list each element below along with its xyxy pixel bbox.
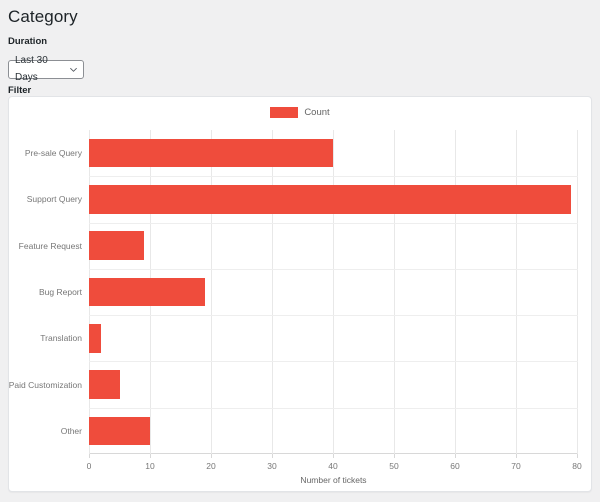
gridline-horizontal [89,269,578,270]
gridline-horizontal [89,223,578,224]
gridline-vertical [333,130,334,454]
x-tick-label: 30 [267,461,277,471]
bar[interactable] [89,138,333,168]
x-tick-label: 50 [389,461,399,471]
gridline-vertical [455,130,456,454]
x-tick-label: 10 [145,461,155,471]
duration-select-value: Last 30 Days [15,55,48,83]
bar[interactable] [89,416,150,446]
bar-chart-plot: Number of tickets 0 10 20 30 40 50 60 70 80 Pre-s… [9,130,582,485]
x-tick-mark [211,454,212,458]
gridline-horizontal [89,361,578,362]
bar-row: Support Query [27,185,578,214]
gridline-horizontal [89,315,578,316]
x-tick-mark [577,454,578,458]
category-label: Support Query [26,194,82,205]
x-tick-label: 70 [511,461,521,471]
category-label: Feature Request [18,240,82,251]
x-tick-mark [89,454,90,458]
category-label: Other [60,425,82,436]
x-tick-mark [455,454,456,458]
bar[interactable] [89,323,102,353]
x-tick-label: 80 [572,461,582,471]
chevron-down-icon [70,67,77,72]
x-tick-label: 40 [328,461,338,471]
category-label: Paid Customization [8,379,82,390]
gridline-vertical [394,130,395,454]
bar-row: Feature Request [19,231,578,261]
x-tick-mark [333,454,334,458]
duration-field-group: Duration Last 30 Days [8,35,600,83]
x-tick-label: 20 [206,461,216,471]
legend-label-count: Count [304,107,330,118]
gridline-horizontal [89,408,578,409]
filter-label: Filter [8,84,32,96]
bar[interactable] [89,277,205,307]
bar-row: Pre-sale Query [25,138,578,168]
bar[interactable] [89,185,571,214]
x-tick-label: 0 [86,461,92,471]
duration-label: Duration [8,36,48,47]
x-tick-mark [272,454,273,458]
chart-legend: Count [9,107,591,118]
category-label: Bug Report [39,286,82,297]
gridline-horizontal [89,176,578,177]
gridline-vertical [211,130,212,454]
gridline-vertical [577,130,578,454]
bar-row: Translation [40,323,578,353]
category-label: Translation [40,333,82,344]
bar[interactable] [89,370,120,399]
x-tick-mark [150,454,151,458]
bar-row: Other [61,416,578,446]
legend-swatch-count [270,107,299,118]
chart-card: Count Number of tickets 0 10 20 30 40 50 60 70 8… [8,96,592,492]
page-title: Category [8,7,78,26]
x-tick-mark [394,454,395,458]
category-label: Pre-sale Query [24,148,82,159]
x-axis-title: Number of tickets [300,475,367,485]
bar[interactable] [89,231,144,261]
gridline-vertical [516,130,517,454]
duration-select[interactable]: Last 30 Days [8,55,84,83]
x-tick-label: 60 [450,461,460,471]
bar-row: Bug Report [39,277,578,307]
gridline-vertical [272,130,273,454]
bar-row: Paid Customization [9,370,578,399]
x-tick-mark [516,454,517,458]
